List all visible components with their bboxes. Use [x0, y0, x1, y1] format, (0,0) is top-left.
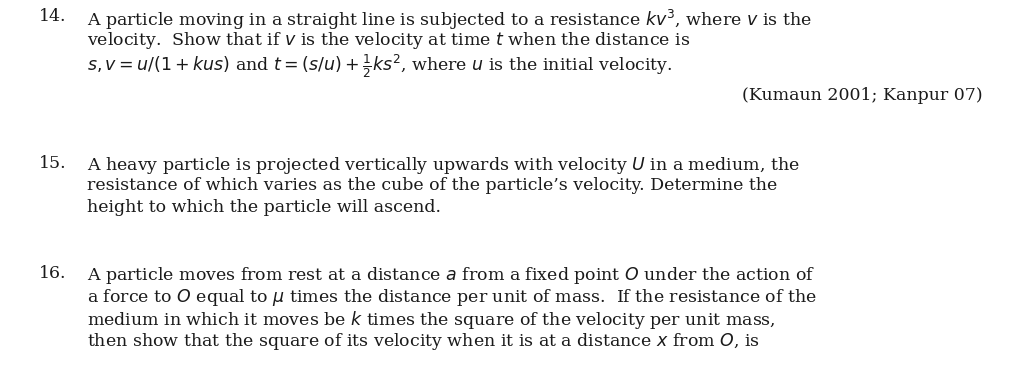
Text: a force to $O$ equal to $\mu$ times the distance per unit of mass.  If the resis: a force to $O$ equal to $\mu$ times the … [87, 287, 817, 308]
Text: A heavy particle is projected vertically upwards with velocity $U$ in a medium, : A heavy particle is projected vertically… [87, 155, 800, 176]
Text: then show that the square of its velocity when it is at a distance $x$ from $O$,: then show that the square of its velocit… [87, 331, 760, 352]
Text: (Kumaun 2001; Kanpur 07): (Kumaun 2001; Kanpur 07) [742, 87, 983, 104]
Text: 15.: 15. [39, 155, 67, 172]
Text: A particle moving in a straight line is subjected to a resistance $kv^3$, where : A particle moving in a straight line is … [87, 8, 812, 32]
Text: medium in which it moves be $k$ times the square of the velocity per unit mass,: medium in which it moves be $k$ times th… [87, 309, 775, 331]
Text: height to which the particle will ascend.: height to which the particle will ascend… [87, 199, 441, 216]
Text: resistance of which varies as the cube of the particle’s velocity. Determine the: resistance of which varies as the cube o… [87, 177, 777, 194]
Text: 16.: 16. [39, 265, 67, 282]
Text: velocity.  Show that if $v$ is the velocity at time $t$ when the distance is: velocity. Show that if $v$ is the veloci… [87, 30, 690, 51]
Text: 14.: 14. [39, 8, 67, 25]
Text: $s, v = u/(1 + kus)$ and $t = (s/u) + \frac{1}{2}ks^2$, where $u$ is the initial: $s, v = u/(1 + kus)$ and $t = (s/u) + \f… [87, 52, 673, 80]
Text: A particle moves from rest at a distance $a$ from a fixed point $O$ under the ac: A particle moves from rest at a distance… [87, 265, 815, 286]
